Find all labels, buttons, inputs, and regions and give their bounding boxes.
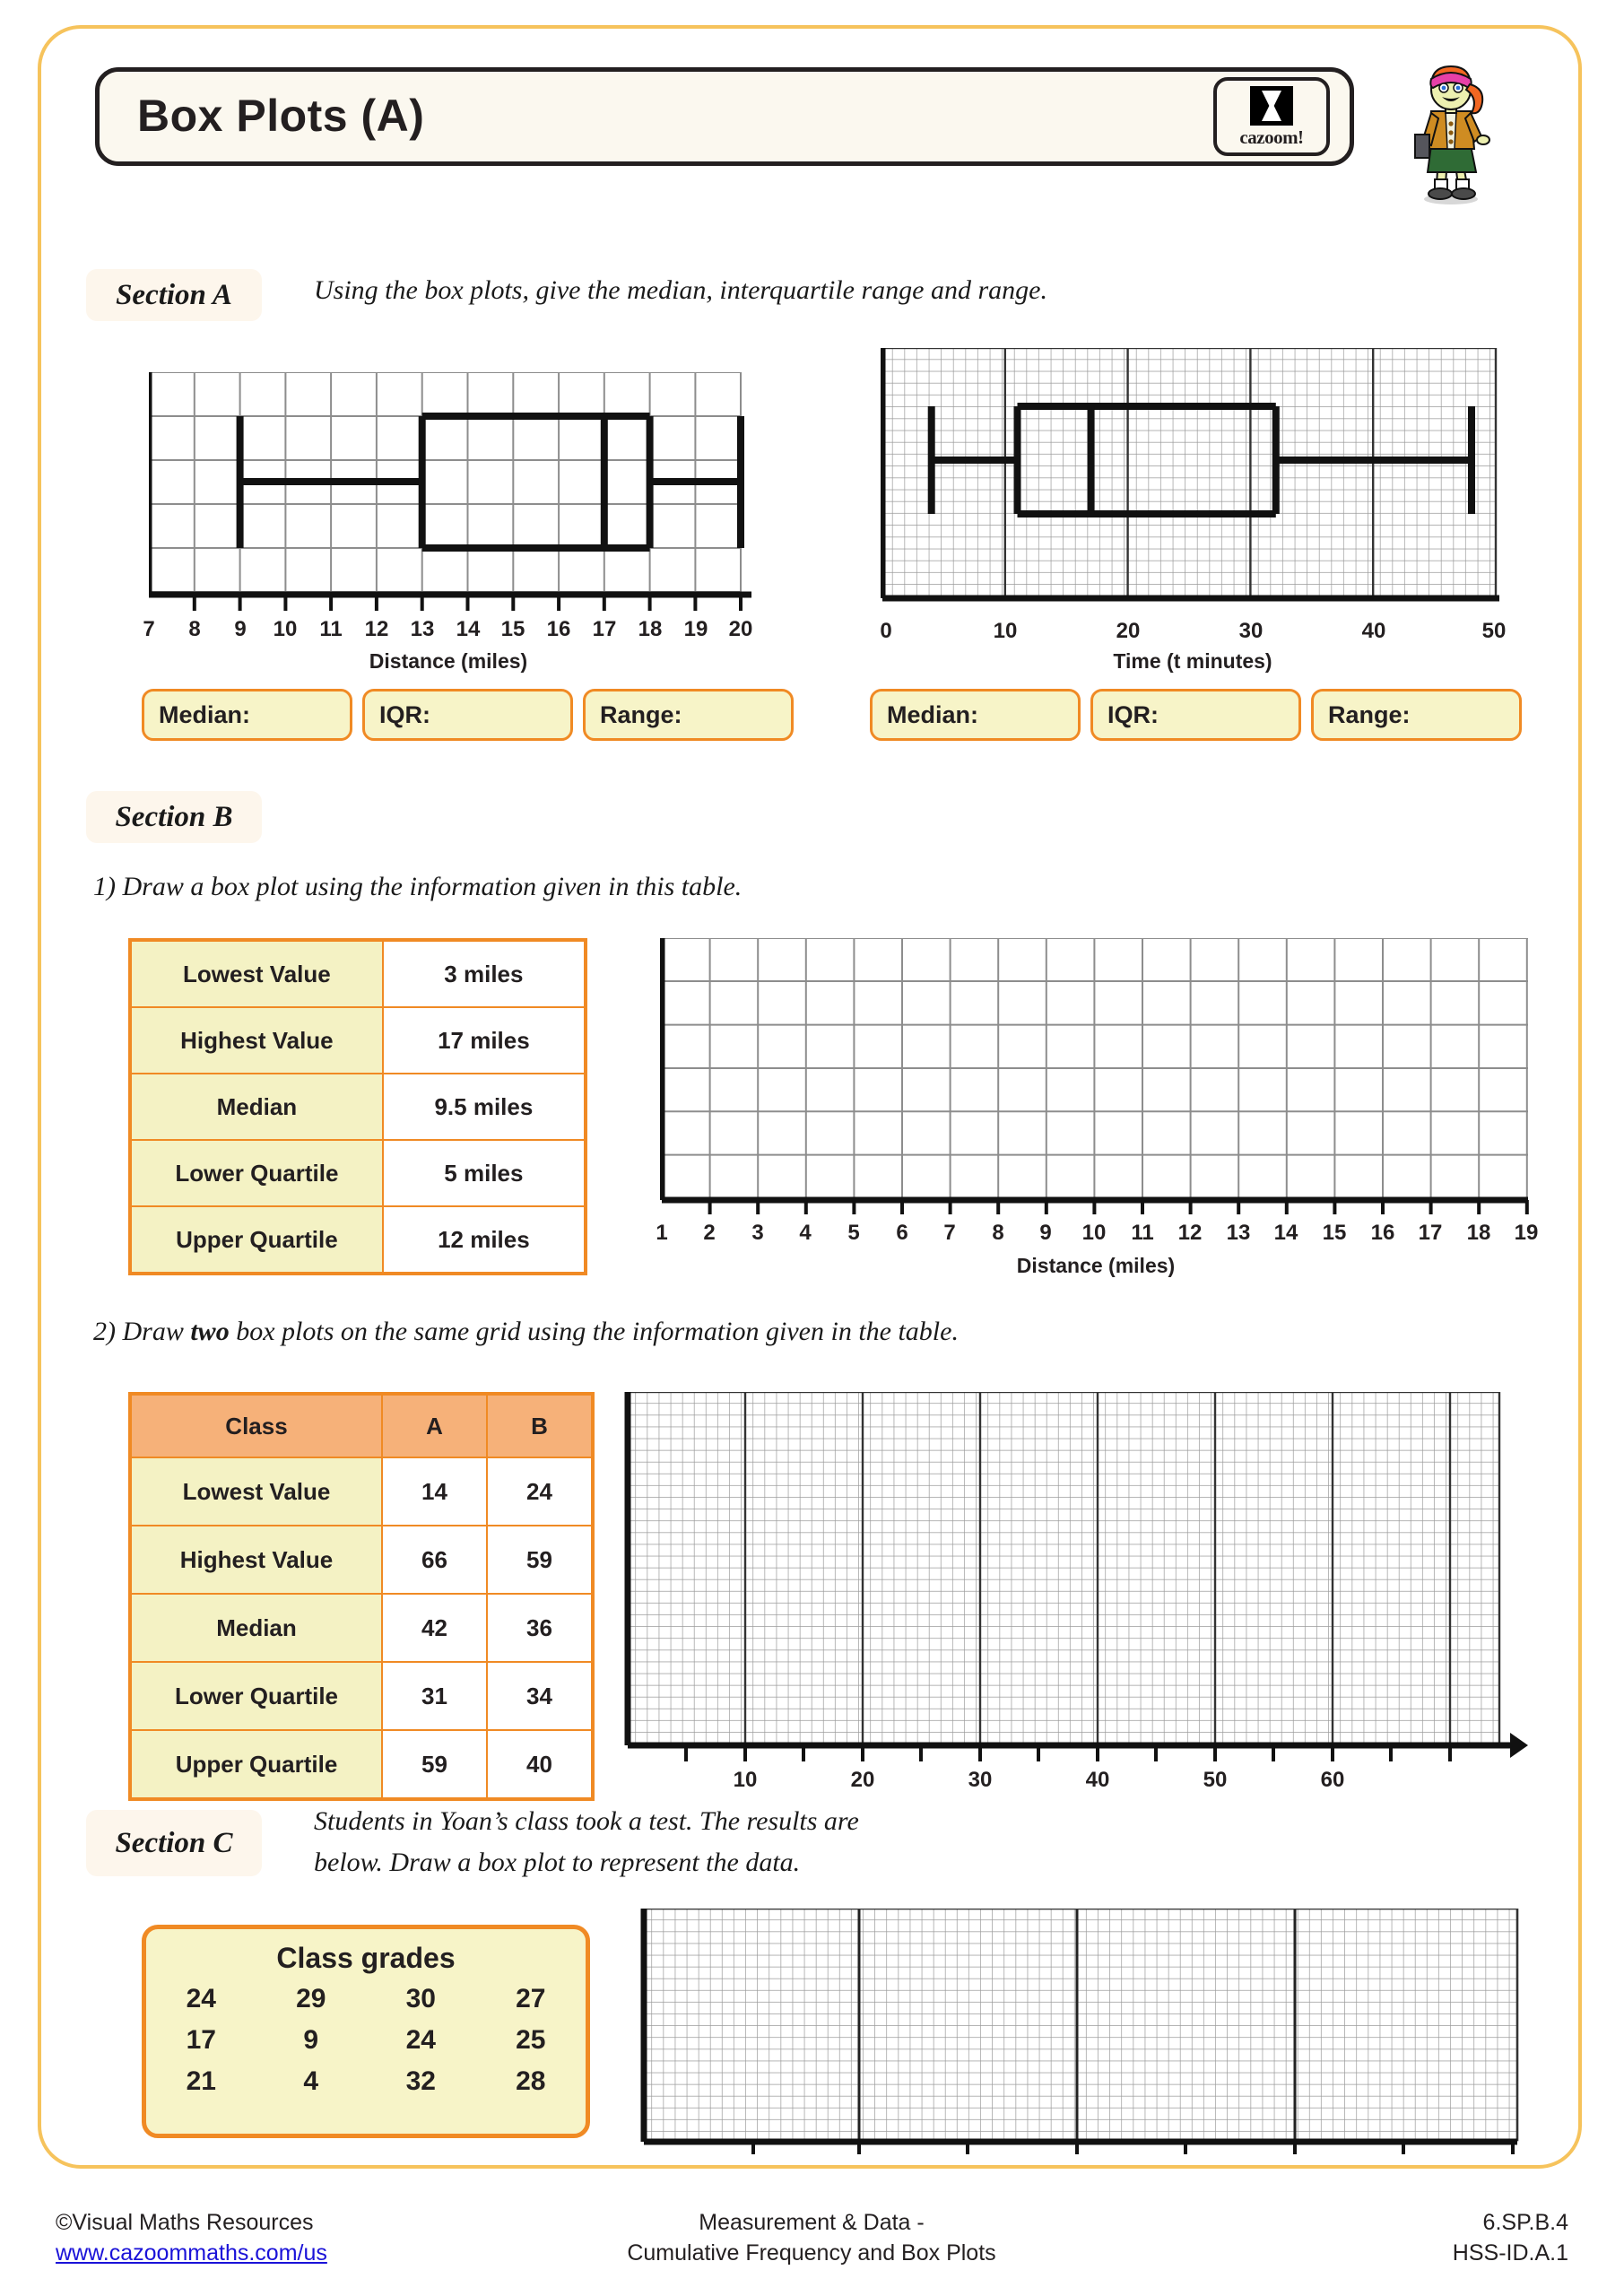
grade-value: 29: [296, 1984, 326, 2013]
q1-grid-axis-caption: Distance (miles): [1016, 1254, 1176, 1277]
grade-value: 21: [186, 2066, 216, 2096]
q2-text-bold: two: [190, 1317, 230, 1346]
logo-wordmark: cazoom!: [1239, 126, 1304, 148]
section-c-label: Section C: [86, 1810, 262, 1876]
section-b-q2-text: 2) Draw two box plots on the same grid u…: [93, 1317, 1259, 1347]
grade-value: 17: [186, 2025, 216, 2055]
table-row: Highest Value 66 59: [129, 1525, 594, 1595]
class-grades-values: 24 29 30 27 17 9 24 25 21 4 32 28: [146, 1984, 586, 2097]
plot1-median-answer[interactable]: Median:: [142, 689, 352, 741]
class-grades-title: Class grades: [276, 1942, 456, 1974]
section-b-q1-table: Lowest Value 3 miles Highest Value 17 mi…: [128, 938, 587, 1275]
section-a-plot2: [879, 346, 1499, 602]
section-b-q1-grid: [658, 937, 1530, 1214]
grade-value: 24: [186, 1984, 216, 2013]
worksheet-header: Box Plots (A) cazoom!: [95, 67, 1354, 166]
footer-standard-code-2: HSS-ID.A.1: [1452, 2239, 1568, 2266]
grade-value: 24: [405, 2025, 436, 2055]
grade-value: 30: [405, 1984, 436, 2013]
cazoom-logo: cazoom!: [1213, 77, 1330, 156]
table-row: Median 42 36: [129, 1593, 594, 1663]
blank-boxplot-grid-1[interactable]: [658, 937, 1530, 1216]
footer-url-link[interactable]: www.cazoommaths.com/us: [56, 2239, 327, 2266]
table-row: Median 9.5 miles: [129, 1073, 587, 1141]
boxplot-chart-1: [145, 371, 751, 611]
section-b-q2-table: Class A B Lowest Value 14 24 Highest Val…: [128, 1392, 595, 1801]
footer-copyright: ©Visual Maths Resources: [56, 2210, 314, 2235]
footer-standard-code-1: 6.SP.B.4: [1482, 2210, 1568, 2235]
section-b-label: Section B: [86, 791, 262, 843]
table-row: Lowest Value 14 24: [129, 1457, 594, 1526]
boxplot-chart-2: [879, 346, 1499, 602]
plot2-range-answer[interactable]: Range:: [1311, 689, 1522, 741]
plot1-axis-caption: Distance (miles): [369, 649, 528, 673]
page-title: Box Plots (A): [137, 90, 425, 141]
class-grades-box: Class grades 24 29 30 27 17 9 24 25 21 4…: [142, 1925, 590, 2138]
table-row: Highest Value 17 miles: [129, 1006, 587, 1074]
footer-topic-line2: Cumulative Frequency and Box Plots: [627, 2239, 996, 2266]
grade-value: 9: [303, 2025, 319, 2055]
section-c-grid: [640, 1907, 1524, 2154]
plot2-axis-caption: Time (t minutes): [1113, 649, 1272, 673]
grade-value: 4: [303, 2066, 319, 2096]
plot2-iqr-answer[interactable]: IQR:: [1090, 689, 1301, 741]
q2-text-after: box plots on the same grid using the inf…: [229, 1317, 959, 1346]
plot1-iqr-answer[interactable]: IQR:: [362, 689, 573, 741]
hourglass-icon: [1250, 86, 1293, 126]
section-b-q1-text: 1) Draw a box plot using the information…: [93, 872, 743, 901]
section-c-text-line1: Students in Yoan’s class took a test. Th…: [314, 1806, 859, 1836]
footer-topic-line1: Measurement & Data -: [699, 2210, 925, 2235]
section-a-label: Section A: [86, 269, 262, 321]
table-row: Lower Quartile 5 miles: [129, 1139, 587, 1207]
section-b-q2-grid: [624, 1390, 1530, 1761]
section-a-instruction: Using the box plots, give the median, in…: [314, 275, 1047, 305]
q2-text-before: 2) Draw: [93, 1317, 191, 1346]
table-row: Upper Quartile 59 40: [129, 1729, 594, 1800]
table-header-row: Class A B: [129, 1393, 594, 1458]
table-row: Upper Quartile 12 miles: [129, 1205, 587, 1274]
grade-value: 27: [516, 1984, 546, 2013]
blank-boxplot-grid-2[interactable]: [624, 1390, 1530, 1769]
grade-value: 28: [516, 2066, 546, 2096]
student-mascot-icon: [1414, 65, 1490, 204]
grade-value: 25: [516, 2025, 546, 2055]
section-a-plot1: [145, 371, 751, 611]
blank-boxplot-grid-3[interactable]: [640, 1907, 1524, 2155]
section-c-text-line2: below. Draw a box plot to represent the …: [314, 1848, 801, 1877]
table-row: Lower Quartile 31 34: [129, 1661, 594, 1731]
plot2-median-answer[interactable]: Median:: [870, 689, 1081, 741]
table-row: Lowest Value 3 miles: [129, 939, 587, 1008]
plot1-range-answer[interactable]: Range:: [583, 689, 794, 741]
grade-value: 32: [405, 2066, 436, 2096]
page-border: [38, 25, 1582, 2169]
